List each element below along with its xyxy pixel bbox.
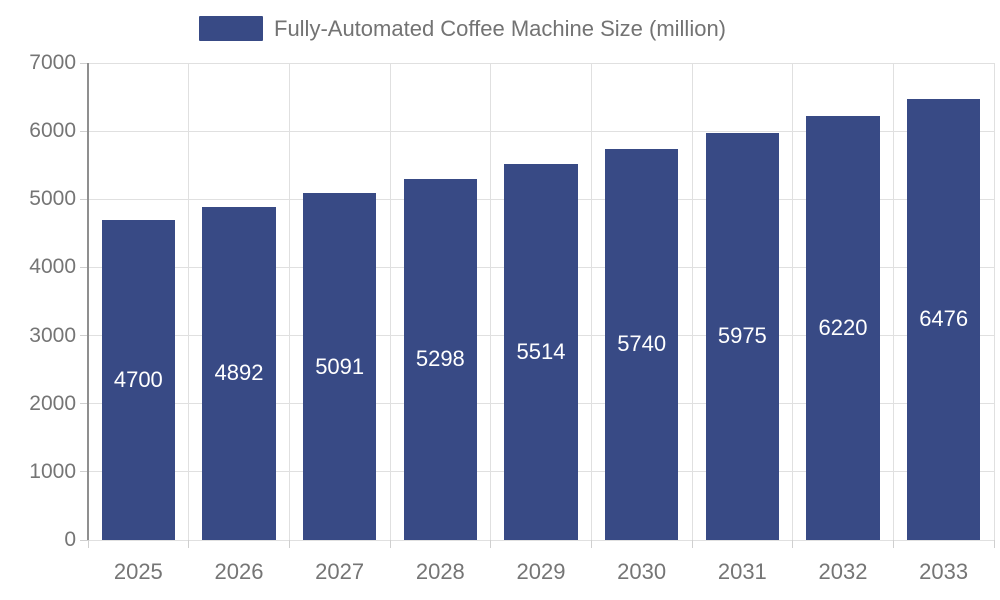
bar: [906, 98, 981, 540]
bar-value-label: 5975: [717, 323, 767, 349]
gridline-vertical: [792, 63, 794, 540]
gridline-vertical: [993, 63, 995, 540]
y-axis-tick-label: 2000: [29, 391, 76, 415]
gridline-vertical: [590, 63, 592, 540]
x-axis-tick: [288, 540, 290, 548]
x-axis-tick-label: 2030: [617, 559, 667, 584]
x-axis-tick-label: 2025: [113, 559, 163, 584]
bar: [705, 132, 780, 540]
y-axis-tick-label: 3000: [29, 323, 76, 347]
bar: [604, 148, 679, 540]
bar-value-label: 6476: [919, 306, 969, 332]
bar: [504, 164, 578, 540]
gridline-vertical: [389, 63, 391, 540]
x-axis-tick: [590, 540, 592, 548]
bar: [806, 116, 880, 540]
bar: [202, 206, 276, 540]
x-axis-tick: [792, 540, 794, 548]
legend-swatch: [199, 16, 263, 41]
y-axis-line: [87, 63, 89, 540]
x-axis-tick-label: 2031: [717, 559, 767, 584]
y-axis-tick-label: 1000: [29, 459, 76, 483]
x-axis-tick: [892, 540, 894, 548]
x-axis-tick: [490, 540, 492, 548]
x-axis-tick: [691, 540, 693, 548]
bar: [403, 178, 478, 540]
gridline-vertical: [188, 63, 190, 540]
y-axis-tick-label: 0: [64, 528, 76, 551]
bar: [101, 219, 176, 540]
legend-label: Fully-Automated Coffee Machine Size (mil…: [274, 16, 726, 41]
legend: Fully-Automated Coffee Machine Size (mil…: [199, 16, 726, 41]
x-axis-tick: [389, 540, 391, 548]
x-axis-tick: [188, 540, 190, 548]
y-axis-tick-label: 4000: [29, 255, 76, 279]
bar-value-label: 5298: [415, 346, 465, 372]
bar-value-label: 5514: [516, 339, 566, 365]
gridline-horizontal: [88, 62, 994, 64]
gridline-vertical: [691, 63, 693, 540]
x-axis-tick-label: 2026: [214, 559, 264, 584]
x-axis-tick: [87, 540, 89, 548]
bar-value-label: 5091: [315, 353, 365, 379]
y-axis-tick-label: 5000: [29, 187, 76, 211]
bar: [302, 193, 377, 540]
x-axis-tick-label: 2032: [818, 559, 868, 584]
gridline-vertical: [490, 63, 492, 540]
bar-value-label: 4700: [113, 366, 163, 392]
gridline-vertical: [892, 63, 894, 540]
y-axis-tick-label: 7000: [29, 51, 76, 74]
y-axis-tick-label: 6000: [29, 119, 76, 143]
x-axis-tick: [993, 540, 995, 548]
x-axis-tick-label: 2028: [415, 559, 465, 584]
bar-value-label: 5740: [617, 331, 667, 357]
gridline-vertical: [288, 63, 290, 540]
bar-value-label: 6220: [818, 315, 868, 341]
x-axis-tick-label: 2029: [516, 559, 566, 584]
x-axis-tick-label: 2027: [315, 559, 365, 584]
bar-value-label: 4892: [214, 360, 264, 386]
x-axis-tick-label: 2033: [919, 559, 969, 584]
